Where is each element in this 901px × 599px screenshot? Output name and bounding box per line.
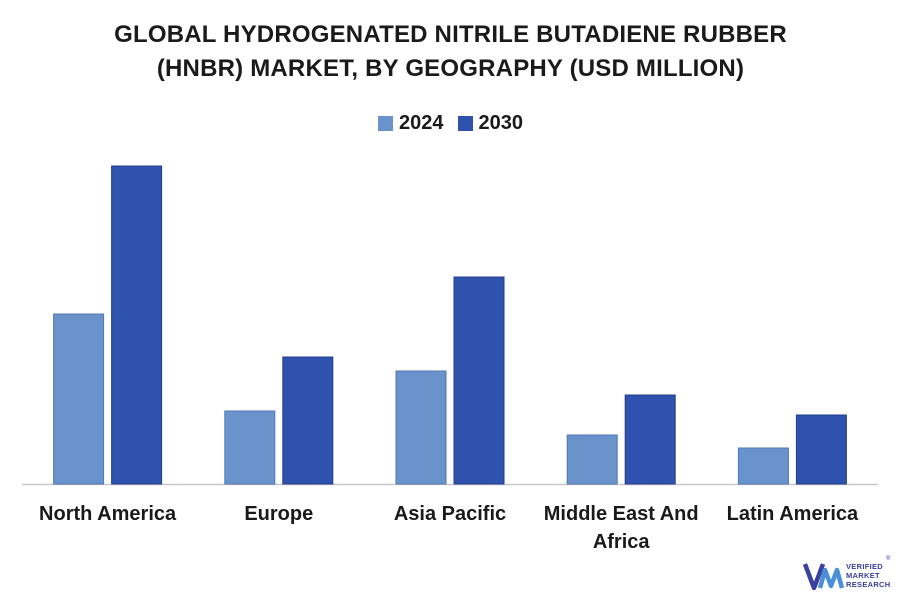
category-label-north-america: North America xyxy=(39,503,177,525)
brand-line-2: MARKET xyxy=(846,571,880,580)
legend-item-2030: 2030 xyxy=(457,112,524,135)
chart-title: GLOBAL HYDROGENATED NITRILE BUTADIENE RU… xyxy=(0,18,901,86)
bar-north-america-2030 xyxy=(111,165,163,485)
legend-item-2024: 2024 xyxy=(378,112,444,135)
bar-north-america-2024 xyxy=(53,313,105,485)
legend-swatch-2030 xyxy=(457,116,473,131)
category-label-europe: Europe xyxy=(244,503,314,525)
brand-line-1: VERIFIED xyxy=(846,562,883,571)
legend-label-2024: 2024 xyxy=(399,112,444,134)
chart-title-line-1: GLOBAL HYDROGENATED NITRILE BUTADIENE RU… xyxy=(114,21,787,48)
bar-latin-america-2024 xyxy=(737,447,789,485)
bar-europe-2030 xyxy=(282,356,334,485)
bar-latin-america-2030 xyxy=(795,414,847,485)
category-label-middle-east-and-africa: Middle East And Africa xyxy=(543,503,699,553)
legend: 2024 2030 xyxy=(0,112,901,135)
chart-title-line-2: (HNBR) MARKET, BY GEOGRAPHY (USD MILLION… xyxy=(156,55,745,82)
legend-swatch-2024 xyxy=(378,116,393,131)
category-label-latin-america: Latin America xyxy=(726,503,859,525)
brand-text: VERIFIED MARKET RESEARCH xyxy=(846,562,891,589)
registered-mark: ® xyxy=(886,556,891,562)
bar-asia-pacific-2024 xyxy=(395,370,447,485)
category-label-asia-pacific: Asia Pacific xyxy=(393,503,507,525)
legend-label-2030: 2030 xyxy=(478,112,524,134)
vmr-logo-icon xyxy=(803,563,845,591)
brand-line-3: RESEARCH xyxy=(846,580,891,589)
bar-middle-east-and-africa-2024 xyxy=(566,434,618,485)
bar-europe-2024 xyxy=(224,410,276,485)
bar-middle-east-and-africa-2030 xyxy=(624,394,676,485)
bar-asia-pacific-2030 xyxy=(453,276,505,485)
